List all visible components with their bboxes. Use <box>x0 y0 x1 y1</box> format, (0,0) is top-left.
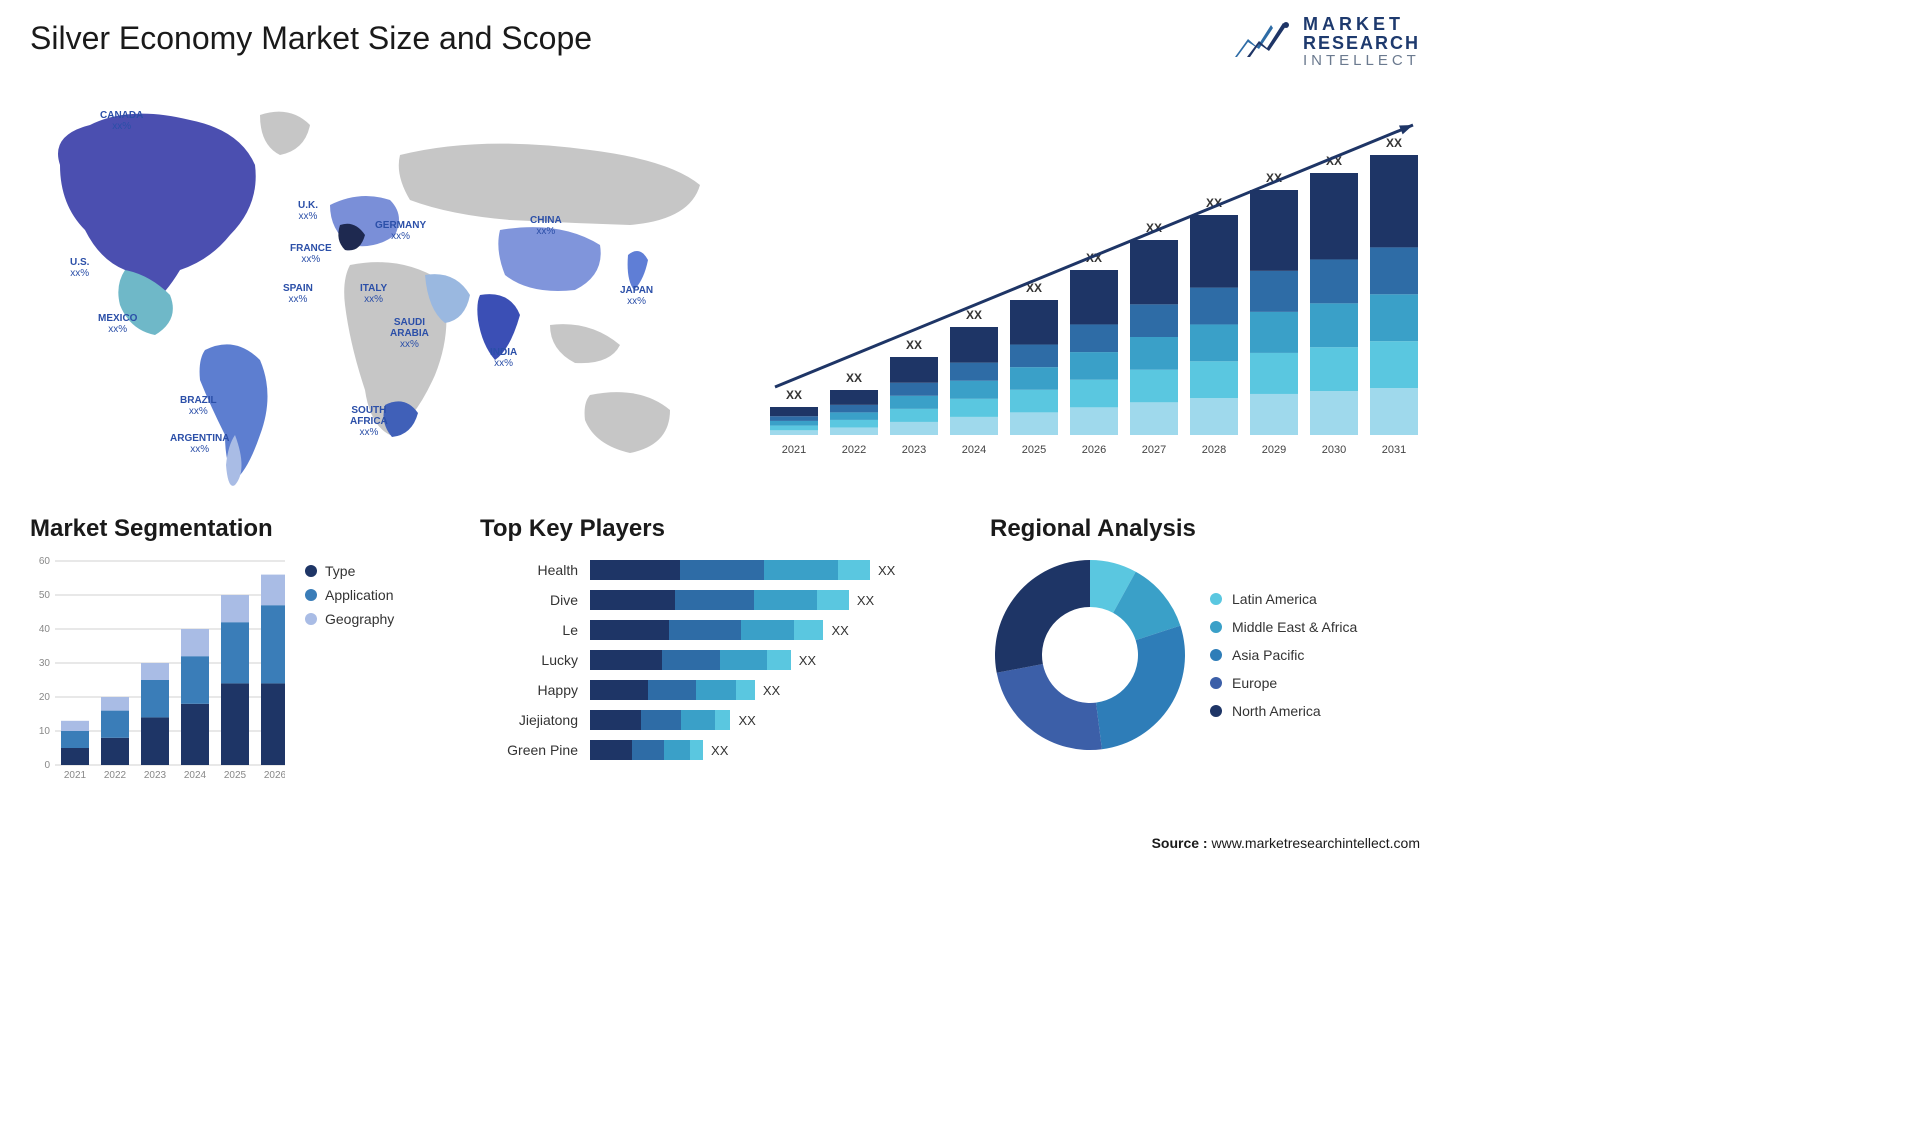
svg-text:2028: 2028 <box>1202 444 1226 456</box>
logo-text-1: MARKET <box>1303 15 1420 34</box>
player-label: Dive <box>480 585 578 615</box>
players-labels: HealthDiveLeLuckyHappyJiejiatongGreen Pi… <box>480 555 590 765</box>
svg-text:40: 40 <box>39 624 51 635</box>
legend-item: North America <box>1210 703 1357 719</box>
source-line: Source : www.marketresearchintellect.com <box>1152 835 1420 851</box>
player-label: Le <box>480 615 578 645</box>
legend-item: Application <box>305 587 394 603</box>
svg-text:2026: 2026 <box>1082 444 1106 456</box>
map-label: GERMANYxx% <box>375 220 426 242</box>
svg-text:XX: XX <box>846 371 862 385</box>
player-row: XX <box>590 555 970 585</box>
svg-text:2023: 2023 <box>902 444 926 456</box>
players-section: Top Key Players HealthDiveLeLuckyHappyJi… <box>480 515 970 765</box>
svg-text:XX: XX <box>786 388 802 402</box>
players-bars: XX XX XX XX XX XX XX <box>590 555 970 765</box>
svg-text:20: 20 <box>39 692 51 703</box>
svg-text:2025: 2025 <box>224 770 247 781</box>
regional-title: Regional Analysis <box>990 515 1420 543</box>
player-value: XX <box>763 683 780 698</box>
svg-text:XX: XX <box>966 308 982 322</box>
legend-item: Type <box>305 563 394 579</box>
player-label: Happy <box>480 675 578 705</box>
player-value: XX <box>739 713 756 728</box>
legend-item: Geography <box>305 611 394 627</box>
map-label: U.S.xx% <box>70 257 89 279</box>
svg-text:2021: 2021 <box>64 770 87 781</box>
svg-text:2026: 2026 <box>264 770 285 781</box>
map-label: JAPANxx% <box>620 285 653 307</box>
svg-text:2025: 2025 <box>1022 444 1046 456</box>
map-label: CHINAxx% <box>530 215 562 237</box>
svg-text:10: 10 <box>39 726 51 737</box>
svg-text:2030: 2030 <box>1322 444 1346 456</box>
legend-item: Latin America <box>1210 591 1357 607</box>
source-text: www.marketresearchintellect.com <box>1211 835 1420 851</box>
map-label: ARGENTINAxx% <box>170 433 229 455</box>
world-map: CANADAxx% U.S.xx% MEXICOxx% BRAZILxx% ARGENT… <box>30 95 730 495</box>
player-row: XX <box>590 705 970 735</box>
map-label: CANADAxx% <box>100 110 143 132</box>
player-value: XX <box>857 593 874 608</box>
map-label: MEXICOxx% <box>98 313 137 335</box>
player-row: XX <box>590 645 970 675</box>
logo-text-3: INTELLECT <box>1303 53 1420 69</box>
svg-text:0: 0 <box>44 760 50 771</box>
map-label: SAUDIARABIAxx% <box>390 317 429 350</box>
brand-logo: MARKET RESEARCH INTELLECT <box>1233 15 1420 69</box>
legend-item: Europe <box>1210 675 1357 691</box>
player-label: Lucky <box>480 645 578 675</box>
player-row: XX <box>590 585 970 615</box>
segmentation-section: Market Segmentation 0 10 20 30 40 50 60 2021 202… <box>30 515 460 785</box>
logo-text-2: RESEARCH <box>1303 34 1420 53</box>
svg-text:2022: 2022 <box>104 770 127 781</box>
map-label: FRANCExx% <box>290 243 332 265</box>
svg-text:60: 60 <box>39 556 51 567</box>
svg-text:2031: 2031 <box>1382 444 1406 456</box>
svg-text:XX: XX <box>1386 136 1402 150</box>
map-label: INDIAxx% <box>490 347 517 369</box>
player-value: XX <box>878 563 895 578</box>
players-title: Top Key Players <box>480 515 970 543</box>
svg-text:2029: 2029 <box>1262 444 1286 456</box>
svg-text:2024: 2024 <box>962 444 986 456</box>
player-row: XX <box>590 615 970 645</box>
svg-text:2023: 2023 <box>144 770 167 781</box>
map-label: U.K.xx% <box>298 200 318 222</box>
player-value: XX <box>799 653 816 668</box>
player-row: XX <box>590 675 970 705</box>
player-label: Health <box>480 555 578 585</box>
regional-section: Regional Analysis Latin America Middle Ea… <box>990 515 1420 755</box>
svg-text:2027: 2027 <box>1142 444 1166 456</box>
map-label: SPAINxx% <box>283 283 313 305</box>
map-label: ITALYxx% <box>360 283 387 305</box>
svg-text:XX: XX <box>906 338 922 352</box>
player-row: XX <box>590 735 970 765</box>
player-label: Green Pine <box>480 735 578 765</box>
logo-icon <box>1233 17 1293 66</box>
source-label: Source : <box>1152 835 1208 851</box>
svg-text:50: 50 <box>39 590 51 601</box>
growth-chart: XX2021XX2022XX2023XX2024XX2025XX2026XX20… <box>760 95 1420 475</box>
segmentation-legend: Type Application Geography <box>305 555 394 785</box>
map-label: SOUTHAFRICAxx% <box>350 405 388 438</box>
svg-text:30: 30 <box>39 658 51 669</box>
svg-text:2024: 2024 <box>184 770 207 781</box>
svg-text:2021: 2021 <box>782 444 806 456</box>
player-value: XX <box>832 623 849 638</box>
segmentation-title: Market Segmentation <box>30 515 460 543</box>
svg-text:2022: 2022 <box>842 444 866 456</box>
player-label: Jiejiatong <box>480 705 578 735</box>
regional-legend: Latin America Middle East & Africa Asia Pa… <box>1210 579 1357 731</box>
legend-item: Asia Pacific <box>1210 647 1357 663</box>
page-title: Silver Economy Market Size and Scope <box>30 20 592 57</box>
map-label: BRAZILxx% <box>180 395 217 417</box>
player-value: XX <box>711 743 728 758</box>
segmentation-chart: 0 10 20 30 40 50 60 2021 2022 2023 2024 2025 2026 <box>30 555 285 785</box>
legend-item: Middle East & Africa <box>1210 619 1357 635</box>
regional-donut <box>990 555 1190 755</box>
